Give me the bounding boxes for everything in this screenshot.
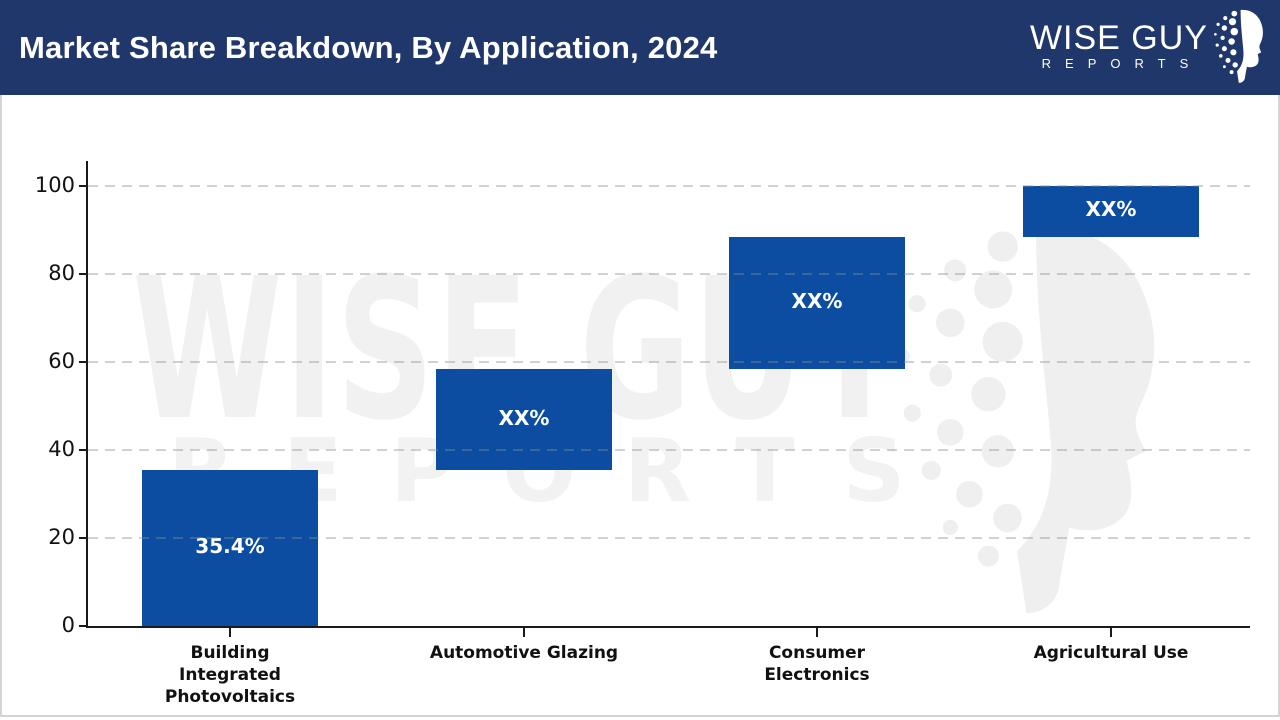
- category-label: Building Integrated Photovoltaics: [105, 642, 355, 708]
- y-axis-tick: [79, 449, 88, 451]
- y-axis-tick: [79, 273, 88, 275]
- category-label: Automotive Glazing: [399, 642, 649, 664]
- y-tick-label: 20: [48, 525, 75, 549]
- watermark-dotted-head: [895, 227, 1155, 614]
- y-axis-tick: [79, 537, 88, 539]
- bar-segment: [729, 236, 905, 370]
- x-axis-tick: [523, 628, 525, 637]
- category-label-line: Integrated: [179, 665, 281, 685]
- category-label-line: Consumer: [768, 643, 866, 663]
- header-bar: Market Share Breakdown, By Application, …: [0, 0, 1280, 95]
- bar-segment: [1023, 186, 1199, 237]
- logo-subtitle: REPORTS: [1041, 56, 1203, 72]
- gridline-40: [88, 449, 1250, 451]
- y-axis-tick: [79, 185, 88, 187]
- x-axis-tick: [1110, 628, 1112, 637]
- y-tick-label: 0: [61, 613, 75, 637]
- waterfall-chart: 0 20 40 60 80 100 35.4% Building Integrated Photo…: [0, 95, 1280, 720]
- gridline-80: [88, 273, 1250, 275]
- gridline-20: [88, 537, 1250, 539]
- y-tick-label: 60: [48, 349, 75, 373]
- category-label-line: Building: [190, 643, 270, 663]
- category-label-line: Agricultural Use: [1033, 643, 1189, 663]
- x-axis-tick: [229, 628, 231, 637]
- logo-wordmark: WISE GUY: [1029, 18, 1208, 57]
- category-label-line: Photovoltaics: [164, 687, 296, 707]
- category-label-line: Electronics: [764, 665, 870, 685]
- bar-value-label: XX%: [498, 405, 550, 430]
- bar-value-label: XX%: [1085, 197, 1137, 222]
- category-label: Agricultural Use: [986, 642, 1236, 664]
- gridline-100: [88, 185, 1250, 187]
- bar-segment: [436, 369, 612, 471]
- bar-value-label: 35.4%: [195, 534, 265, 559]
- y-axis-tick: [79, 361, 88, 363]
- y-tick-label: 40: [48, 437, 75, 461]
- x-axis-line: [86, 626, 1250, 628]
- bar-segment: [142, 470, 318, 626]
- gridline-60: [88, 361, 1250, 363]
- chart-title: Market Share Breakdown, By Application, …: [19, 29, 718, 65]
- y-tick-label: 100: [34, 173, 75, 197]
- y-tick-label: 80: [48, 261, 75, 285]
- y-axis-line: [86, 161, 88, 628]
- logo-text: WISE GUY REPORTS: [1029, 18, 1208, 72]
- bar-value-label: XX%: [791, 288, 843, 313]
- y-axis-tick: [79, 625, 88, 627]
- category-label: Consumer Electronics: [692, 642, 942, 686]
- x-axis-tick: [816, 628, 818, 637]
- dotted-head-icon: [1214, 9, 1263, 83]
- wise-guy-reports-logo: WISE GUY REPORTS: [1030, 8, 1264, 84]
- category-label-line: Automotive Glazing: [429, 643, 619, 663]
